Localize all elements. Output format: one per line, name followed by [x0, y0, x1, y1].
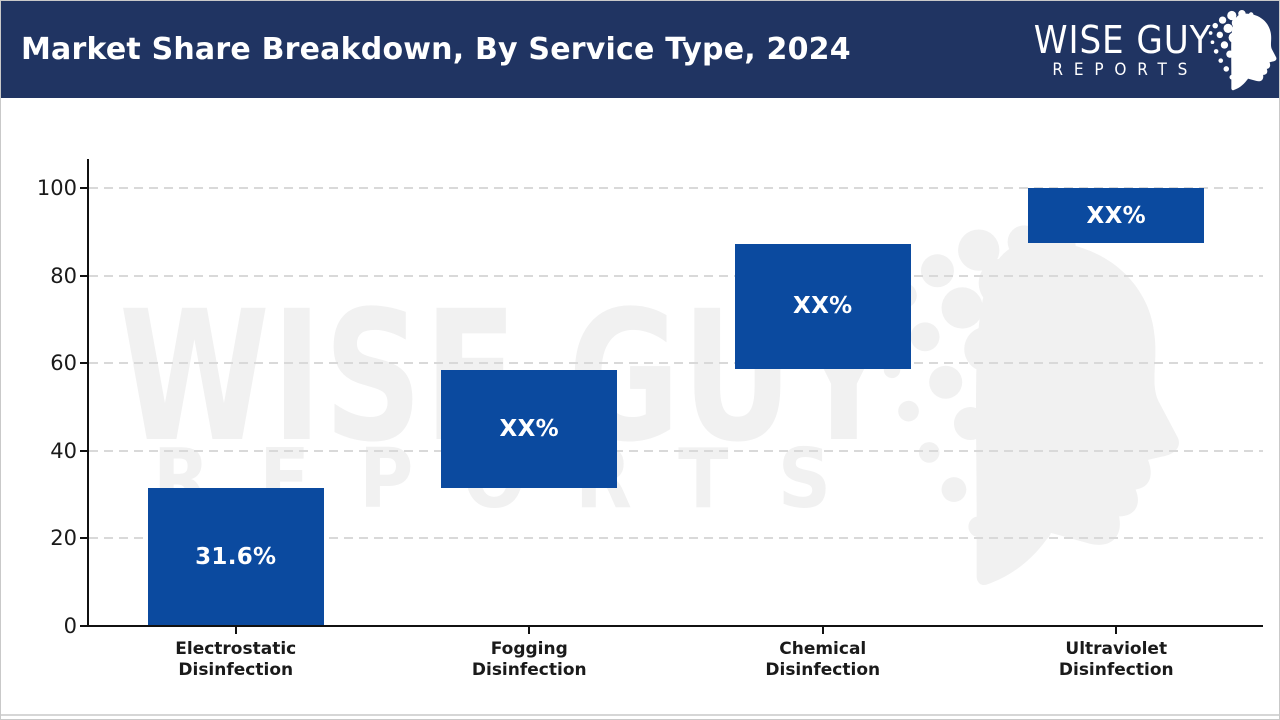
- x-category-label: Electrostatic Disinfection: [175, 639, 297, 680]
- x-category-label: Chemical Disinfection: [765, 639, 881, 680]
- brand-tagline-text: REPORTS: [1051, 59, 1198, 80]
- y-tick-mark-80: [80, 274, 88, 277]
- y-tick-mark-20: [80, 537, 88, 540]
- y-tick-label-20: 20: [50, 526, 77, 551]
- gridline-60: [89, 362, 1263, 365]
- y-tick-mark-100: [80, 187, 88, 189]
- y-tick-label-0: 0: [63, 614, 77, 638]
- bar-electrostatic-disinfection: 31.6%: [147, 487, 324, 626]
- x-tick-mark: [528, 627, 531, 634]
- y-tick-mark-0: [80, 625, 88, 627]
- y-tick-label-80: 80: [50, 263, 77, 288]
- bar-value-label: XX%: [793, 293, 853, 320]
- x-tick-mark: [821, 627, 824, 634]
- x-tick-mark: [234, 627, 237, 634]
- x-tick-mark: [1115, 627, 1118, 634]
- chart-title: Market Share Breakdown, By Service Type,…: [21, 32, 851, 67]
- x-category-label: Ultraviolet Disinfection: [1058, 639, 1174, 680]
- bar-value-label: XX%: [1086, 202, 1146, 229]
- gridline-80: [89, 274, 1263, 277]
- bar-fogging-disinfection: XX%: [441, 369, 618, 488]
- y-axis-line: [87, 159, 89, 627]
- gridline-100: [89, 187, 1263, 189]
- y-tick-label-60: 60: [50, 351, 77, 376]
- y-tick-label-100: 100: [36, 176, 77, 200]
- bar-value-label: 31.6%: [195, 543, 277, 570]
- gridline-20: [89, 537, 1263, 540]
- brand-name-text: WISE GUY: [1033, 17, 1211, 62]
- bottom-divider: [1, 714, 1279, 716]
- y-tick-label-40: 40: [50, 438, 77, 463]
- bar-ultraviolet-disinfection: XX%: [1028, 188, 1205, 244]
- brand-logo: WISE GUY REPORTS: [1014, 5, 1277, 95]
- brand-wordmark: WISE GUY REPORTS: [1033, 17, 1211, 80]
- header-bar: Market Share Breakdown, By Service Type,…: [1, 1, 1279, 98]
- y-tick-mark-40: [80, 449, 88, 452]
- brand-head-icon: [1208, 9, 1277, 90]
- x-category-label: Fogging Disinfection: [471, 639, 587, 680]
- gridline-40: [89, 449, 1263, 452]
- y-tick-mark-60: [80, 362, 88, 365]
- x-axis-line: [87, 624, 1263, 627]
- bar-chemical-disinfection: XX%: [734, 243, 911, 369]
- bar-value-label: XX%: [499, 415, 559, 442]
